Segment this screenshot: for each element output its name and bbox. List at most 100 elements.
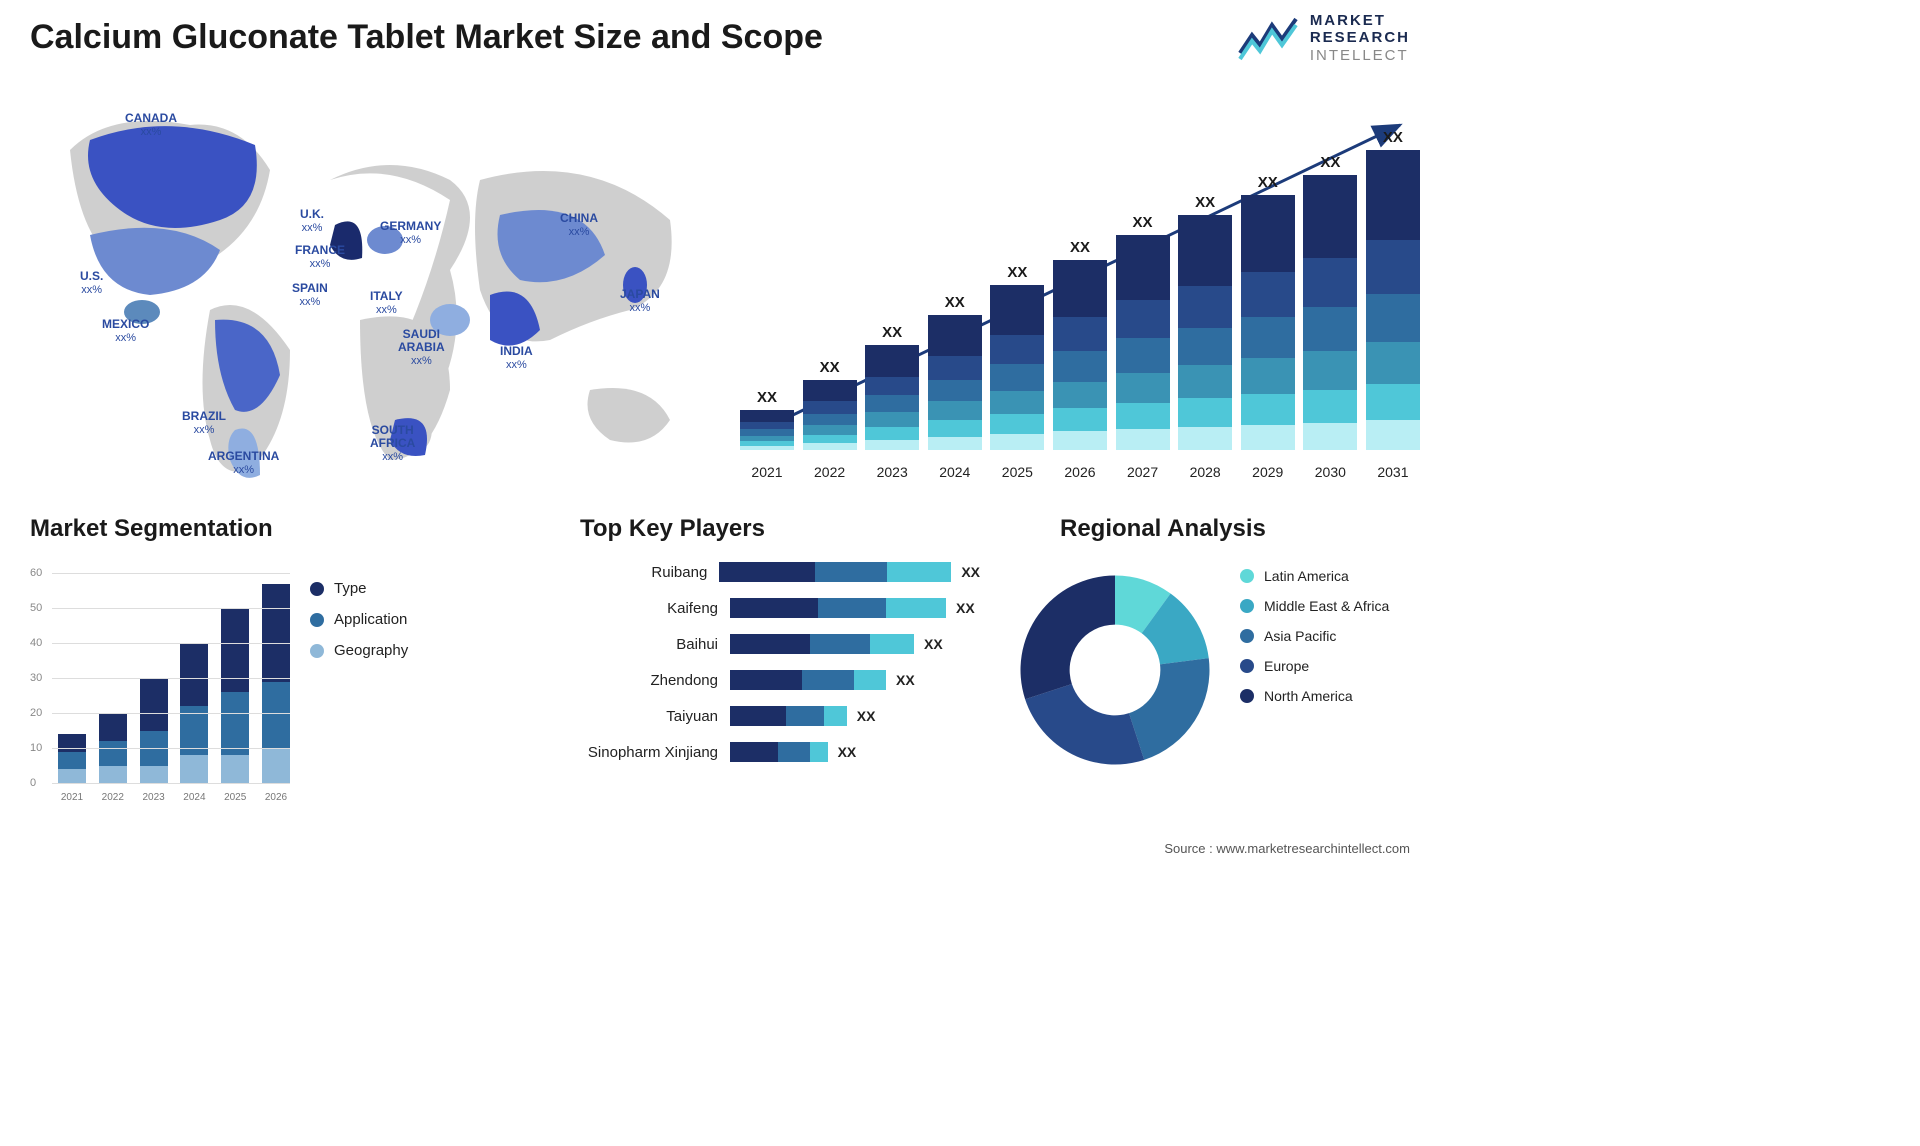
growth-value-label: XX: [1133, 214, 1153, 231]
seg-year-label: 2021: [58, 792, 86, 803]
logo-icon: [1238, 15, 1298, 61]
player-row-kaifeng: KaifengXX: [580, 596, 980, 620]
donut-slice-asia-pacific: [1129, 658, 1209, 760]
seg-legend-item: Type: [310, 580, 408, 597]
growth-bar-2028: XX: [1178, 194, 1232, 450]
growth-value-label: XX: [1007, 264, 1027, 281]
growth-bar-2025: XX: [990, 264, 1044, 450]
donut-legend-item: Asia Pacific: [1240, 628, 1389, 644]
seg-ytick: 40: [30, 637, 42, 649]
page-title: Calcium Gluconate Tablet Market Size and…: [30, 18, 823, 57]
donut-legend-item: Europe: [1240, 658, 1389, 674]
growth-value-label: XX: [1195, 194, 1215, 211]
seg-ytick: 0: [30, 777, 36, 789]
seg-year-label: 2024: [180, 792, 208, 803]
player-value: XX: [961, 564, 980, 580]
donut-slice-north-america: [1021, 576, 1116, 700]
player-bar: [730, 670, 886, 690]
map-label-us: U.S.xx%: [80, 270, 103, 296]
player-value: XX: [924, 636, 943, 652]
map-label-southafrica: SOUTHAFRICAxx%: [370, 424, 415, 464]
seg-gridline: [52, 608, 290, 609]
seg-ytick: 60: [30, 567, 42, 579]
logo-line3: INTELLECT: [1310, 47, 1410, 64]
player-name: Kaifeng: [580, 600, 730, 617]
growth-value-label: XX: [1383, 129, 1403, 146]
growth-bar-2021: XX: [740, 389, 794, 450]
key-players-title: Top Key Players: [580, 515, 765, 543]
growth-value-label: XX: [882, 324, 902, 341]
growth-year-label: 2025: [990, 464, 1044, 480]
seg-year-label: 2022: [99, 792, 127, 803]
player-row-taiyuan: TaiyuanXX: [580, 704, 980, 728]
growth-value-label: XX: [1320, 154, 1340, 171]
map-label-italy: ITALYxx%: [370, 290, 403, 316]
growth-year-label: 2029: [1241, 464, 1295, 480]
growth-value-label: XX: [945, 294, 965, 311]
seg-legend-item: Application: [310, 611, 408, 628]
segmentation-title: Market Segmentation: [30, 515, 273, 543]
growth-year-label: 2026: [1053, 464, 1107, 480]
growth-bar-2026: XX: [1053, 239, 1107, 450]
donut-legend-item: North America: [1240, 688, 1389, 704]
player-value: XX: [896, 672, 915, 688]
world-map: CANADAxx%U.S.xx%MEXICOxx%BRAZILxx%ARGENT…: [30, 90, 710, 490]
growth-bar-2023: XX: [865, 324, 919, 450]
source-attribution: Source : www.marketresearchintellect.com: [1164, 841, 1410, 856]
player-name: Ruibang: [580, 564, 719, 581]
map-label-japan: JAPANxx%: [620, 288, 660, 314]
growth-value-label: XX: [1070, 239, 1090, 256]
map-label-canada: CANADAxx%: [125, 112, 177, 138]
growth-bar-2022: XX: [803, 359, 857, 450]
seg-bar-2026: [262, 584, 290, 784]
growth-year-label: 2024: [928, 464, 982, 480]
donut-legend-item: Middle East & Africa: [1240, 598, 1389, 614]
seg-ytick: 50: [30, 602, 42, 614]
map-label-uk: U.K.xx%: [300, 208, 324, 234]
player-row-zhendong: ZhendongXX: [580, 668, 980, 692]
player-row-ruibang: Ruibang XX: [580, 560, 980, 584]
segmentation-legend: TypeApplicationGeography: [310, 580, 408, 673]
logo-line1: MARKET: [1310, 12, 1410, 29]
map-label-brazil: BRAZILxx%: [182, 410, 226, 436]
seg-bar-2023: [140, 678, 168, 783]
player-row-sinopharm-xinjiang: Sinopharm XinjiangXX: [580, 740, 980, 764]
growth-bar-2030: XX: [1303, 154, 1357, 450]
growth-year-label: 2021: [740, 464, 794, 480]
seg-ytick: 20: [30, 707, 42, 719]
growth-year-label: 2027: [1116, 464, 1170, 480]
growth-year-label: 2031: [1366, 464, 1420, 480]
player-bar: [730, 742, 828, 762]
map-label-argentina: ARGENTINAxx%: [208, 450, 279, 476]
donut-legend-item: Latin America: [1240, 568, 1389, 584]
growth-bar-2027: XX: [1116, 214, 1170, 450]
seg-gridline: [52, 748, 290, 749]
seg-bar-2021: [58, 734, 86, 783]
map-label-saudiarabia: SAUDIARABIAxx%: [398, 328, 445, 368]
growth-year-label: 2030: [1303, 464, 1357, 480]
growth-value-label: XX: [1258, 174, 1278, 191]
donut-slice-europe: [1025, 684, 1144, 764]
player-name: Taiyuan: [580, 708, 730, 725]
growth-value-label: XX: [820, 359, 840, 376]
player-bar: [719, 562, 951, 582]
map-label-spain: SPAINxx%: [292, 282, 328, 308]
player-bar: [730, 598, 946, 618]
growth-bar-2024: XX: [928, 294, 982, 450]
seg-bar-2025: [221, 608, 249, 783]
growth-chart: XXXXXXXXXXXXXXXXXXXXXX 20212022202320242…: [740, 90, 1420, 480]
growth-bar-2029: XX: [1241, 174, 1295, 450]
map-label-china: CHINAxx%: [560, 212, 598, 238]
player-bar: [730, 706, 847, 726]
seg-gridline: [52, 643, 290, 644]
player-bar: [730, 634, 914, 654]
seg-ytick: 10: [30, 742, 42, 754]
growth-value-label: XX: [757, 389, 777, 406]
seg-gridline: [52, 713, 290, 714]
regional-donut: [1010, 565, 1220, 775]
seg-gridline: [52, 783, 290, 784]
logo-line2: RESEARCH: [1310, 29, 1410, 46]
seg-ytick: 30: [30, 672, 42, 684]
regional-title: Regional Analysis: [1060, 515, 1266, 543]
growth-year-label: 2023: [865, 464, 919, 480]
